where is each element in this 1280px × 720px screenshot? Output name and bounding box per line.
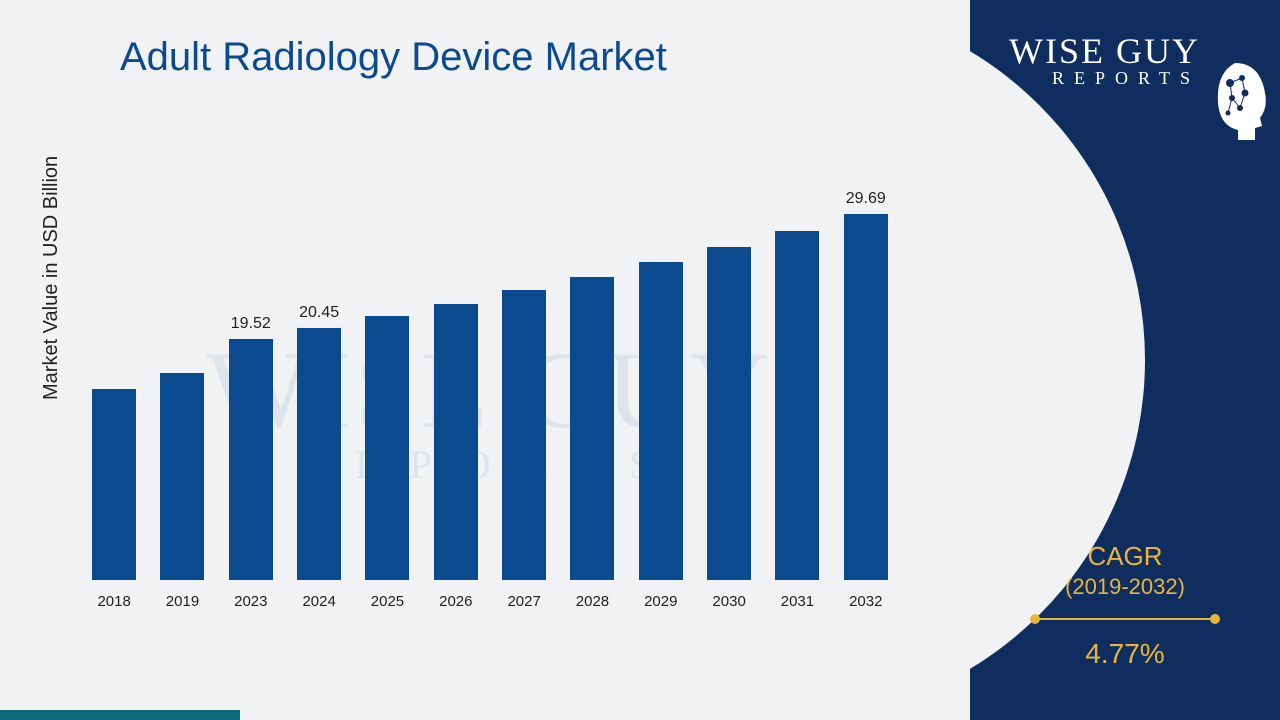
chart-title: Adult Radiology Device Market [120,35,667,80]
bar-group [152,349,212,580]
bar-group: 20.45 [289,304,349,580]
bar [502,290,546,580]
x-tick-label: 2031 [767,593,827,610]
x-axis-labels: 2018 2019 2023 2024 2025 2026 2027 2028 2029 2030… [80,593,900,610]
cagr-title: CAGR [1010,541,1240,572]
logo-main-text: WISE GUY [1009,30,1200,72]
bar [707,247,751,580]
bar [570,277,614,580]
bar-group [631,238,691,580]
cagr-block: CAGR (2019-2032) 4.77% [1010,541,1240,670]
bar [365,316,409,580]
brand-logo: WISE GUY REPORTS [1009,30,1250,89]
bar [775,231,819,580]
bar-group [426,280,486,580]
x-tick-label: 2027 [494,593,554,610]
bar-group: 19.52 [221,315,281,580]
bar [434,304,478,580]
bar-group [562,253,622,580]
bar-group [767,207,827,580]
y-axis-label: Market Value in USD Billion [40,156,63,400]
bar-group [494,266,554,580]
x-tick-label: 2018 [84,593,144,610]
x-tick-label: 2019 [152,593,212,610]
x-tick-label: 2024 [289,593,349,610]
cagr-value: 4.77% [1010,638,1240,670]
bar-group [84,365,144,580]
x-tick-label: 2025 [357,593,417,610]
chart-plot-area: 19.52 20.45 29.69 2018 2019 2023 2024 2025 2026… [80,190,900,610]
bar [639,262,683,580]
bar [92,389,136,580]
x-tick-label: 2028 [562,593,622,610]
bar [160,373,204,580]
bar [844,214,888,580]
bar-value-label: 29.69 [846,190,886,210]
cagr-divider-line [1035,618,1215,620]
cagr-range: (2019-2032) [1010,574,1240,600]
bar-group: 29.69 [836,190,896,580]
x-tick-label: 2030 [699,593,759,610]
x-tick-label: 2029 [631,593,691,610]
x-tick-label: 2032 [836,593,896,610]
head-profile-icon [1190,58,1270,148]
x-tick-label: 2026 [426,593,486,610]
bar [229,339,273,580]
bar-value-label: 19.52 [231,315,271,335]
bottom-accent-bar [0,710,240,720]
bar [297,328,341,580]
bar-value-label: 20.45 [299,304,339,324]
bar-group [699,223,759,580]
bar-group [357,292,417,580]
x-tick-label: 2023 [221,593,281,610]
bars-container: 19.52 20.45 29.69 [80,190,900,580]
